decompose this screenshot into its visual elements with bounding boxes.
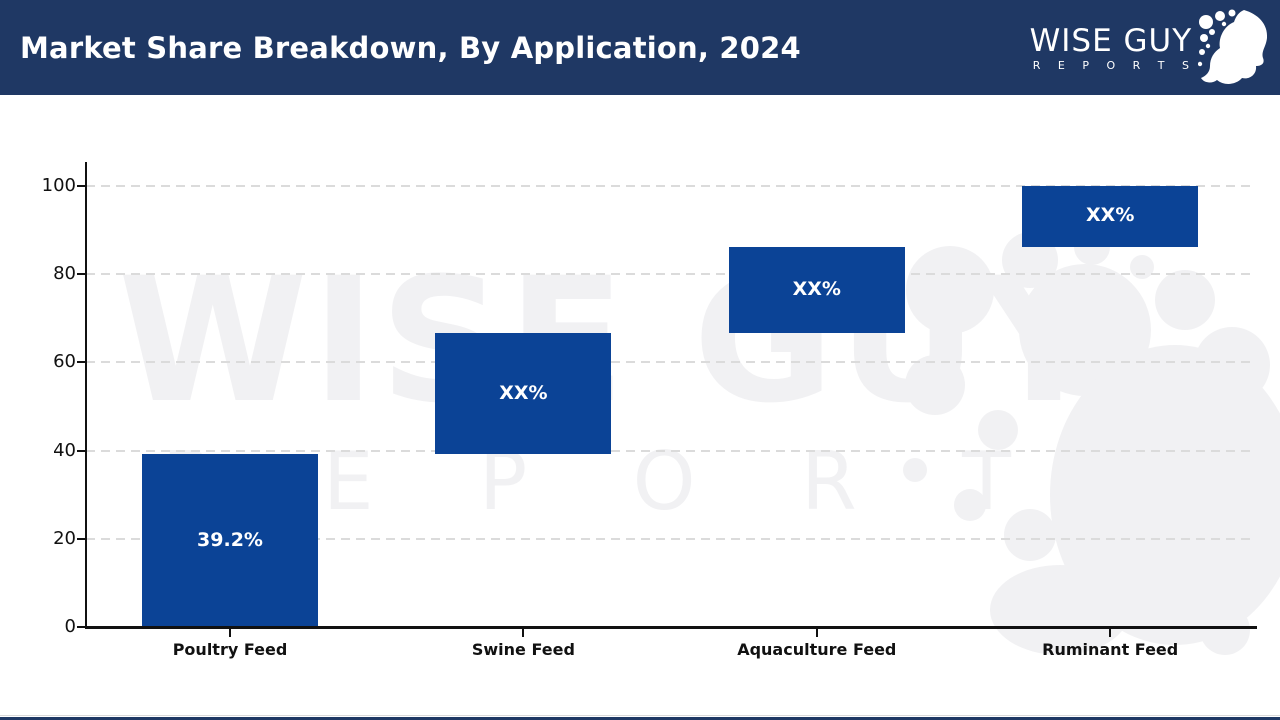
wise-guy-reports-logo: WISE GUY R E P O R T S — [1026, 4, 1272, 92]
footer-divider-line — [0, 715, 1280, 716]
header-bar: Market Share Breakdown, By Application, … — [0, 0, 1280, 95]
y-axis-line — [85, 162, 87, 628]
watermark-wise-guy-text: WISE GUY — [118, 240, 1111, 441]
bar-value-label: XX% — [792, 278, 841, 301]
bar-aquaculture-feed — [728, 246, 905, 334]
y-tick-label-80: 80 — [53, 263, 76, 285]
x-category-label: Poultry Feed — [172, 640, 288, 659]
x-tick-0 — [229, 629, 231, 637]
x-category-label: Swine Feed — [471, 640, 575, 659]
watermark-reports-text: R E P O R T S — [162, 435, 1208, 528]
bar-poultry-feed — [142, 454, 318, 627]
y-tick-label-60: 60 — [53, 351, 76, 373]
y-tick-label-20: 20 — [53, 527, 76, 549]
y-tick-40 — [77, 449, 85, 452]
logo-wise-guy-label: WISE GUY — [1029, 22, 1193, 59]
logo-reports-label: R E P O R T S — [1032, 58, 1196, 72]
y-tick-label-40: 40 — [53, 439, 76, 461]
gridline-y-60 — [86, 361, 1256, 364]
gridline-y-100 — [86, 185, 1256, 187]
bar-value-label: 39.2% — [197, 528, 263, 551]
bar-swine-feed — [435, 333, 612, 455]
logo-text: WISE GUY R E P O R T S — [1026, 22, 1196, 72]
footer-accent-bar — [0, 717, 1280, 720]
y-tick-label-100: 100 — [41, 175, 76, 196]
y-tick-label-0: 0 — [64, 616, 76, 637]
x-tick-1 — [522, 629, 525, 637]
gridline-y-40 — [86, 449, 1256, 452]
y-tick-100 — [77, 185, 85, 187]
x-tick-2 — [815, 629, 818, 637]
bar-value-label: XX% — [1086, 204, 1135, 227]
x-category-label: Ruminant Feed — [1042, 640, 1179, 659]
gridline-y-80 — [86, 273, 1256, 276]
x-category-label: Aquaculture Feed — [737, 640, 897, 659]
x-axis-line — [85, 626, 1257, 629]
y-tick-0 — [77, 626, 85, 628]
page-title: Market Share Breakdown, By Application, … — [20, 30, 801, 65]
y-tick-20 — [77, 537, 85, 540]
y-tick-80 — [77, 273, 85, 276]
logo-face-profile-icon — [1198, 9, 1268, 84]
y-tick-60 — [77, 361, 85, 364]
x-tick-3 — [1109, 629, 1112, 637]
watermark-face-dots — [903, 229, 1280, 655]
gridline-y-20 — [86, 537, 1256, 540]
bar-value-label: XX% — [499, 381, 548, 404]
